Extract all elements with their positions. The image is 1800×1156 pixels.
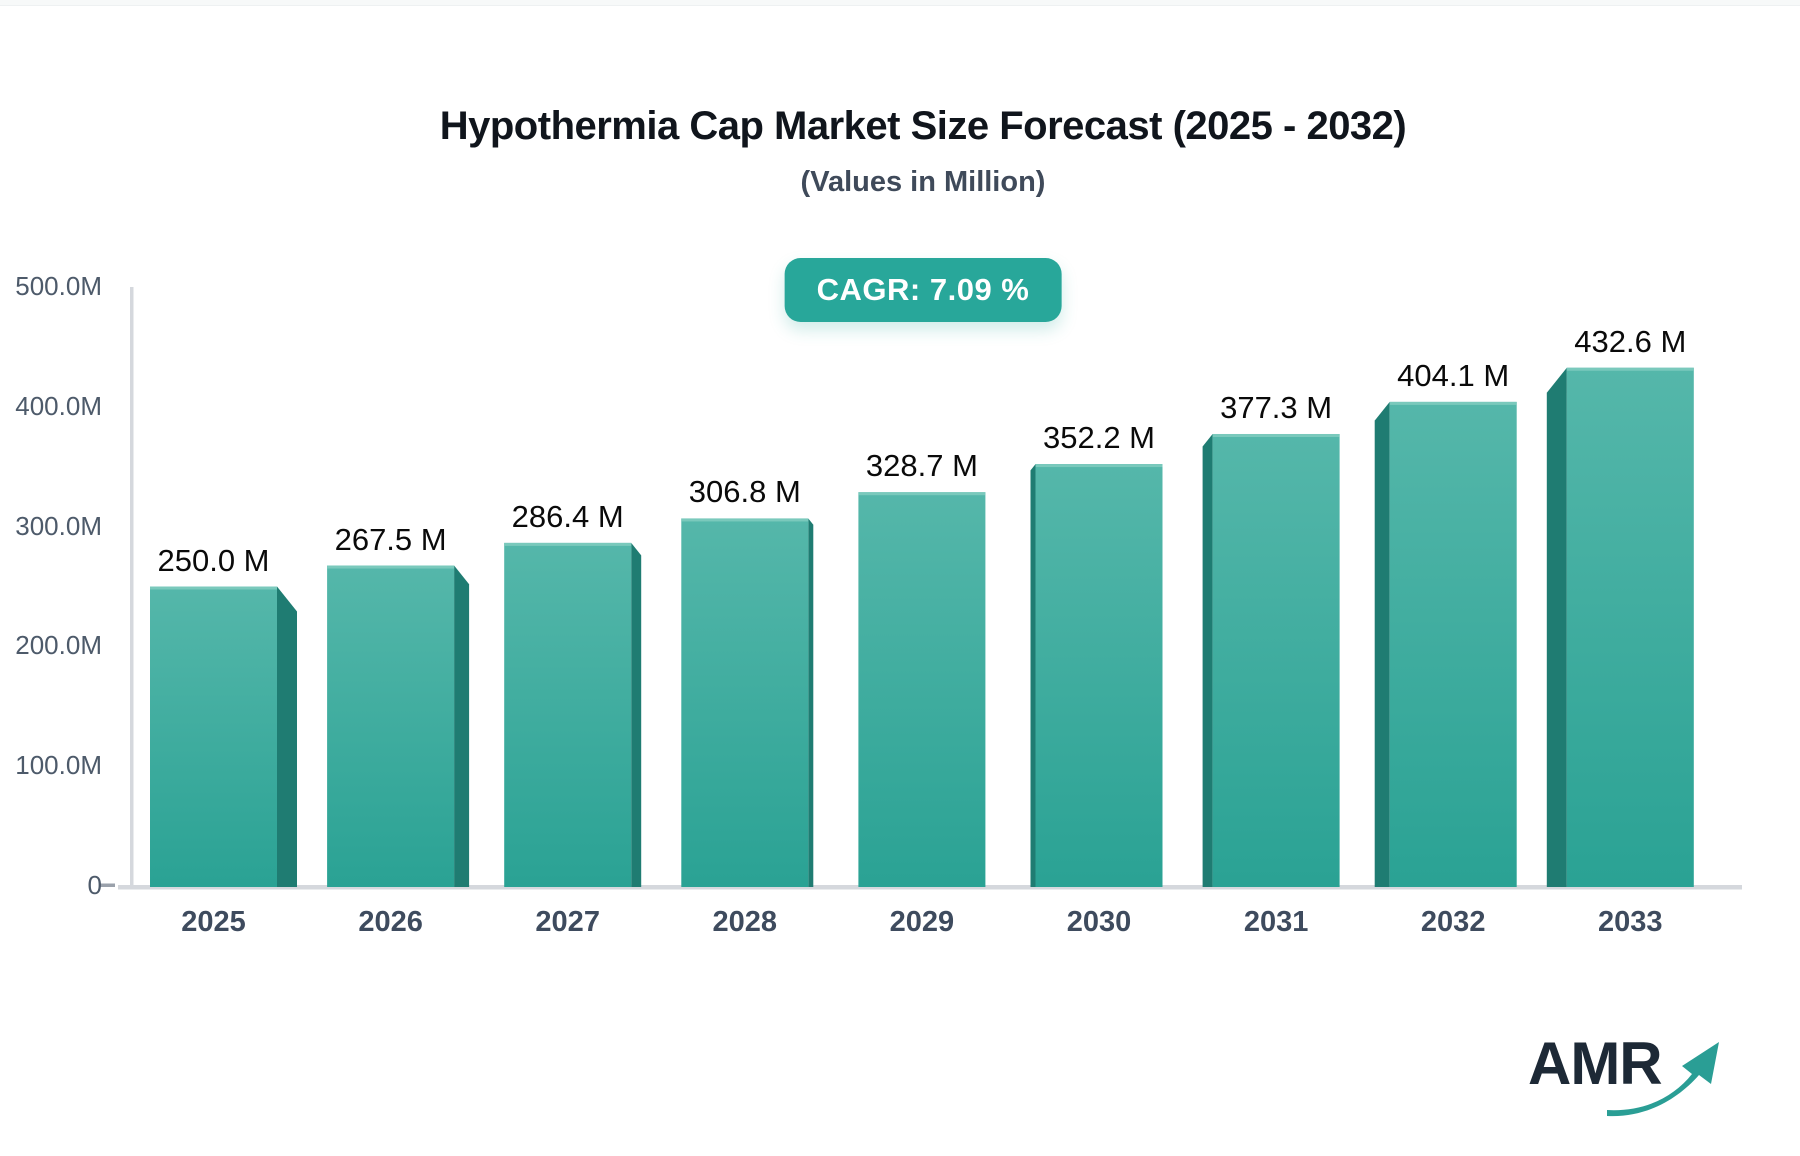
bar-face <box>1389 401 1517 887</box>
bar-top-highlight <box>1389 401 1517 405</box>
y-axis-line <box>130 287 134 886</box>
bar-2032 <box>1374 401 1517 887</box>
bar-2025 <box>150 586 297 887</box>
bar-face <box>1035 464 1163 887</box>
bar-face <box>858 492 986 887</box>
x-axis-label-2027: 2027 <box>535 906 600 938</box>
bar-face <box>1566 367 1694 887</box>
bar-value-label-2025: 250.0 M <box>157 542 270 578</box>
bar-top-highlight <box>858 492 986 496</box>
bar-top-highlight <box>1035 464 1163 468</box>
bar-2031 <box>1202 433 1340 887</box>
bar-face <box>681 518 809 887</box>
bar-top-highlight <box>1566 367 1694 371</box>
bar-top-highlight <box>1212 433 1340 437</box>
bar-side-panel <box>1202 433 1213 887</box>
bar-side-panel <box>1374 401 1390 887</box>
bar-side-panel <box>1546 367 1567 887</box>
bar-face <box>504 542 632 887</box>
y-axis-label-0: 0 <box>87 870 102 900</box>
bar-side-panel <box>808 518 814 887</box>
bar-2033 <box>1546 367 1694 887</box>
chart-title: Hypothermia Cap Market Size Forecast (20… <box>439 104 1407 148</box>
bar-face <box>327 565 455 887</box>
x-axis-label-2032: 2032 <box>1420 906 1486 938</box>
x-axis-label-2029: 2029 <box>889 906 955 938</box>
bar-value-label-2026: 267.5 M <box>334 521 447 557</box>
x-axis-label-2026: 2026 <box>358 906 423 938</box>
bar-value-label-2033: 432.6 M <box>1574 323 1687 359</box>
x-axis-label-2030: 2030 <box>1066 906 1132 938</box>
bar-top-highlight <box>681 518 809 522</box>
bar-2028 <box>681 518 814 887</box>
bar-side-panel <box>1030 464 1036 887</box>
x-axis-label-2025: 2025 <box>181 906 246 938</box>
bar-value-label-2029: 328.7 M <box>865 448 978 484</box>
y-axis-label-400.0M: 400.0M <box>15 390 102 421</box>
bar-value-label-2028: 306.8 M <box>688 474 801 510</box>
y-axis-label-100.0M: 100.0M <box>15 750 102 781</box>
bar-side-panel <box>277 586 297 887</box>
bar-value-label-2027: 286.4 M <box>511 498 624 534</box>
bar-face <box>1212 433 1340 887</box>
y-axis-label-200.0M: 200.0M <box>15 630 102 661</box>
growth-arrow-icon <box>1607 1042 1719 1117</box>
bar-2026 <box>327 565 470 887</box>
x-axis-label-2033: 2033 <box>1598 906 1663 938</box>
bar-2030 <box>1030 464 1163 887</box>
bar-value-label-2031: 377.3 M <box>1220 389 1333 425</box>
bar-value-label-2030: 352.2 M <box>1042 420 1156 456</box>
y-axis-label-500.0M: 500.0M <box>15 271 102 301</box>
zero-tick <box>100 883 115 887</box>
bar-side-panel <box>631 542 642 887</box>
bar-2029 <box>858 492 986 887</box>
x-axis-line <box>118 885 1742 890</box>
y-axis-label-300.0M: 300.0M <box>15 510 102 541</box>
bar-top-highlight <box>504 542 632 546</box>
bar-value-label-2032: 404.1 M <box>1397 357 1510 393</box>
x-axis-label-2028: 2028 <box>712 906 778 938</box>
amr-logo-text: AMR <box>1528 1030 1663 1097</box>
bar-2027 <box>504 542 642 887</box>
cagr-badge: CAGR: 7.09 % <box>784 258 1062 322</box>
chart-subtitle: (Values in Million) <box>800 166 1046 198</box>
bar-face <box>150 586 277 887</box>
bar-side-panel <box>454 565 470 887</box>
bar-top-highlight <box>150 586 277 590</box>
cagr-badge-label: CAGR: 7.09 % <box>816 272 1030 307</box>
bar-top-highlight <box>327 565 455 569</box>
amr-logo: AMR <box>1528 1030 1768 1136</box>
page-top-strip <box>0 0 1800 6</box>
x-axis-label-2031: 2031 <box>1243 906 1309 938</box>
